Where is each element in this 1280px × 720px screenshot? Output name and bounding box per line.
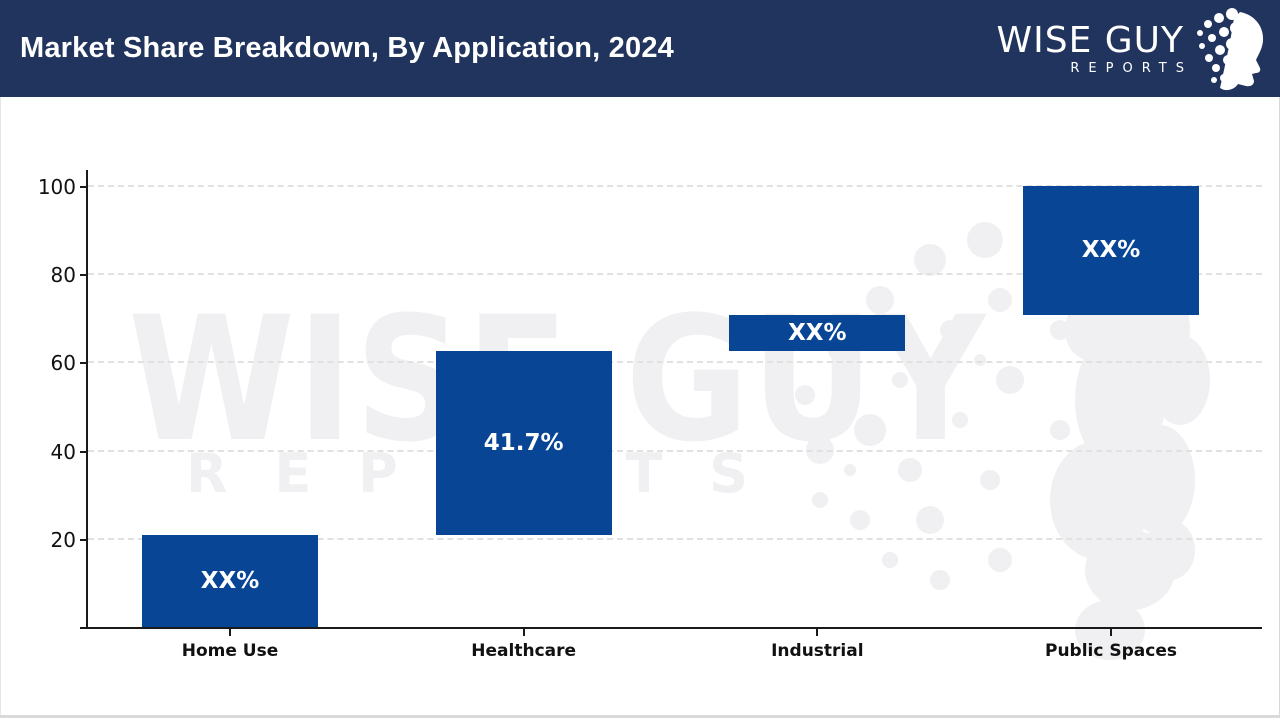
- plot-region: 20 40 60 80 100 XX% Home Use 41.7% Healthcare XX%…: [0, 97, 1280, 720]
- gridline-20: [88, 537, 1262, 540]
- gridline-40: [88, 449, 1262, 452]
- x-tick-public-spaces: [1110, 629, 1112, 636]
- chart-area: WISE GUY R E P O R T S 20406080100XX%Hom…: [0, 97, 1280, 720]
- watermark-face-graphic: [795, 219, 1210, 660]
- chart-title: Market Share Breakdown, By Application, …: [20, 32, 674, 64]
- y-tick-0: [80, 627, 86, 629]
- x-category-label-public-spaces: Public Spaces: [1045, 641, 1177, 661]
- bar-industrial: XX%: [729, 314, 906, 352]
- bar-healthcare: 41.7%: [435, 351, 612, 536]
- bar-public-spaces: XX%: [1023, 186, 1199, 315]
- y-tick-20: [80, 538, 86, 541]
- logo-wordmark: WISE GUY: [996, 20, 1184, 62]
- y-axis-line: [86, 170, 88, 629]
- x-tick-industrial: [816, 629, 819, 636]
- x-tick-healthcare: [522, 629, 525, 636]
- gridline-80: [88, 273, 1262, 276]
- bar-value-label: 41.7%: [483, 430, 564, 457]
- bar-value-label: XX%: [1081, 237, 1141, 264]
- bar-value-label: XX%: [200, 568, 260, 595]
- bar-home-use: XX%: [142, 535, 318, 627]
- wiseguy-logo: WISE GUY REPORTS: [997, 6, 1269, 92]
- y-tick-60: [80, 362, 86, 365]
- image-bottom-border: [0, 715, 1280, 718]
- y-tick-label: 20: [50, 527, 76, 552]
- y-tick-label: 80: [50, 263, 76, 288]
- gridline-60: [88, 361, 1262, 364]
- y-tick-label: 40: [50, 439, 76, 464]
- y-tick-80: [80, 274, 86, 277]
- x-category-label-healthcare: Healthcare: [471, 641, 577, 661]
- y-tick-label: 60: [50, 351, 76, 376]
- y-tick-40: [80, 450, 86, 453]
- x-tick-home-use: [229, 629, 231, 636]
- y-tick-label: 100: [37, 175, 76, 199]
- logo-subtitle: REPORTS: [1070, 60, 1193, 76]
- x-category-label-industrial: Industrial: [771, 641, 864, 661]
- header-band: Market Share Breakdown, By Application, …: [0, 0, 1280, 97]
- image-left-border: [0, 97, 1, 717]
- bar-value-label: XX%: [788, 320, 847, 347]
- dotted-head-profile-icon: [1197, 8, 1264, 91]
- x-category-label-home-use: Home Use: [181, 641, 279, 661]
- x-axis-line: [86, 627, 1262, 629]
- logo-text: WISE GUY REPORTS: [997, 22, 1185, 76]
- gridline-100: [88, 185, 1262, 187]
- y-tick-100: [80, 186, 86, 188]
